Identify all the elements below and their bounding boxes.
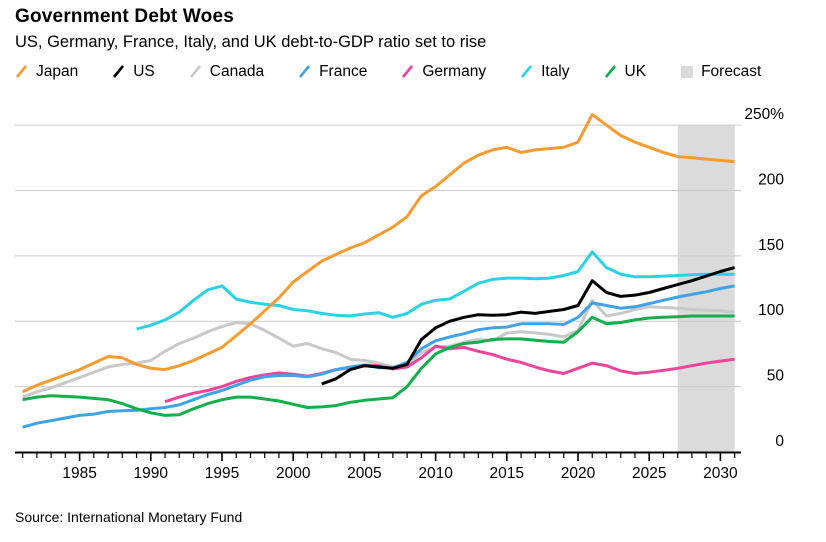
legend-item-france: France xyxy=(298,63,367,81)
legend-label: Germany xyxy=(422,63,487,80)
legend-item-us: US xyxy=(112,63,155,81)
series-line-canada xyxy=(22,298,735,399)
source-note: Source: International Monetary Fund xyxy=(15,509,243,525)
series-line-uk xyxy=(22,314,735,417)
legend-item-italy: Italy xyxy=(520,63,570,81)
legend-item-japan: Japan xyxy=(15,63,78,81)
x-tick-label-2020: 2020 xyxy=(561,465,596,482)
line-chart-canvas: 1985 1990 1995 2000 2005 2010 2015 2020 2025 2030… xyxy=(15,106,785,482)
series-line-japan xyxy=(21,113,735,394)
y-tick-label-0: 0 xyxy=(775,433,784,450)
series-line-italy xyxy=(136,250,735,331)
legend-label: Italy xyxy=(541,63,570,80)
series-line-marker-icon xyxy=(299,65,311,78)
legend-label: US xyxy=(133,63,155,80)
series-line-germany xyxy=(164,344,735,404)
series-line-marker-icon xyxy=(604,65,616,78)
y-tick-label-100: 100 xyxy=(758,302,784,319)
chart-title: Government Debt Woes xyxy=(15,6,235,27)
chart-subtitle: US, Germany, France, Italy, and UK debt-… xyxy=(15,33,487,51)
x-tick-label-1995: 1995 xyxy=(205,465,239,482)
series-line-marker-icon xyxy=(521,65,533,78)
y-tick-label-250: 250% xyxy=(744,106,784,123)
series-line-marker-icon xyxy=(402,65,414,78)
x-tick-label-1985: 1985 xyxy=(62,465,96,482)
legend-item-uk: UK xyxy=(604,63,647,81)
legend-label: France xyxy=(319,63,368,80)
x-tick-label-2005: 2005 xyxy=(347,465,381,482)
x-tick-label-2010: 2010 xyxy=(418,465,453,482)
y-tick-label-150: 150 xyxy=(758,237,784,254)
x-tick-label-2000: 2000 xyxy=(276,465,311,482)
series-line-us xyxy=(321,266,735,386)
series-line-marker-icon xyxy=(15,65,28,78)
series-line-marker-icon xyxy=(189,65,201,78)
x-tick-label-2025: 2025 xyxy=(632,465,666,482)
forecast-swatch-icon xyxy=(681,66,694,78)
legend-item-canada: Canada xyxy=(189,63,264,81)
legend-label: Japan xyxy=(36,63,79,80)
y-tick-label-200: 200 xyxy=(758,171,784,188)
chart-legend: Japan US Canada France Germany Italy UK Forecas… xyxy=(15,63,761,81)
legend-label: Forecast xyxy=(701,63,762,80)
x-tick-label-2015: 2015 xyxy=(490,465,524,482)
legend-label: Canada xyxy=(209,63,265,80)
x-tick-label-2030: 2030 xyxy=(703,465,738,482)
series-line-marker-icon xyxy=(113,65,125,78)
legend-item-germany: Germany xyxy=(401,63,486,81)
y-tick-label-50: 50 xyxy=(767,368,785,385)
legend-item-forecast: Forecast xyxy=(680,63,761,81)
x-tick-label-1990: 1990 xyxy=(134,465,169,482)
legend-label: UK xyxy=(624,63,647,80)
